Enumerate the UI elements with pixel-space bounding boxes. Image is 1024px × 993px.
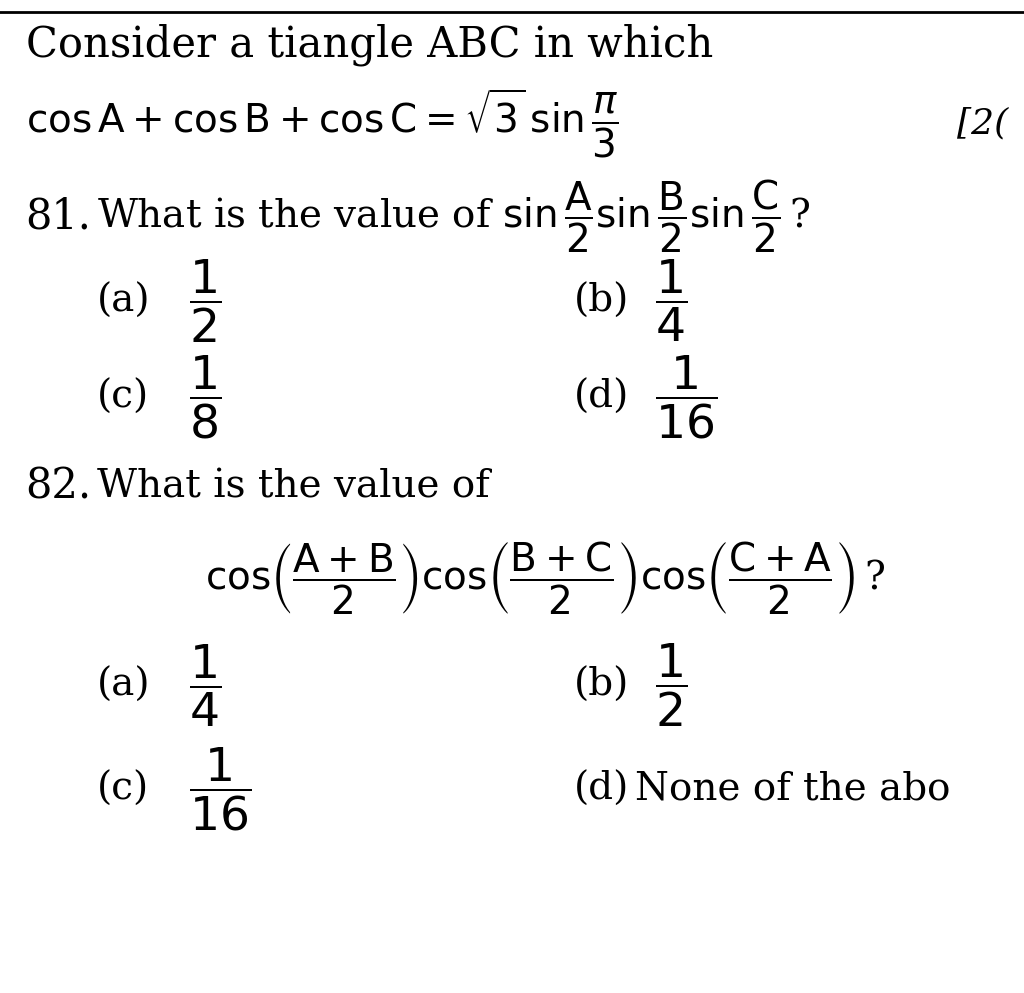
Text: $\dfrac{1}{16}$: $\dfrac{1}{16}$ bbox=[189, 746, 252, 833]
Text: 81.: 81. bbox=[26, 196, 91, 237]
Text: $\dfrac{1}{4}$: $\dfrac{1}{4}$ bbox=[189, 641, 221, 729]
Text: $\dfrac{1}{2}$: $\dfrac{1}{2}$ bbox=[655, 641, 687, 729]
Text: What is the value of $\sin\dfrac{\mathrm{A}}{2}\sin\dfrac{\mathrm{B}}{2}\sin\dfr: What is the value of $\sin\dfrac{\mathrm… bbox=[97, 178, 811, 255]
Text: (c): (c) bbox=[97, 771, 150, 808]
Text: (c): (c) bbox=[97, 378, 150, 416]
Text: What is the value of: What is the value of bbox=[97, 468, 489, 505]
Text: None of the abo: None of the abo bbox=[635, 771, 950, 808]
Text: $\mathrm{cos\,A+cos\,B+cos\,C} = \sqrt{3}\,\sin\dfrac{\pi}{3}$: $\mathrm{cos\,A+cos\,B+cos\,C} = \sqrt{3… bbox=[26, 86, 618, 160]
Text: $\dfrac{1}{4}$: $\dfrac{1}{4}$ bbox=[655, 257, 687, 345]
Text: (b): (b) bbox=[573, 666, 629, 704]
Text: (d): (d) bbox=[573, 771, 629, 808]
Text: $\dfrac{1}{2}$: $\dfrac{1}{2}$ bbox=[189, 257, 221, 345]
Text: (a): (a) bbox=[97, 282, 151, 320]
Text: (d): (d) bbox=[573, 378, 629, 416]
Text: $\dfrac{1}{16}$: $\dfrac{1}{16}$ bbox=[655, 354, 718, 441]
Text: 82.: 82. bbox=[26, 466, 92, 507]
Text: (a): (a) bbox=[97, 666, 151, 704]
Text: (b): (b) bbox=[573, 282, 629, 320]
Text: $\cos\!\left(\dfrac{\mathrm{A+B}}{2}\right)\cos\!\left(\dfrac{\mathrm{B+C}}{2}\r: $\cos\!\left(\dfrac{\mathrm{A+B}}{2}\rig… bbox=[205, 539, 886, 617]
Text: Consider a tiangle ABC in which: Consider a tiangle ABC in which bbox=[26, 24, 713, 66]
Text: $\dfrac{1}{8}$: $\dfrac{1}{8}$ bbox=[189, 354, 221, 441]
Text: [2(: [2( bbox=[957, 106, 1009, 140]
